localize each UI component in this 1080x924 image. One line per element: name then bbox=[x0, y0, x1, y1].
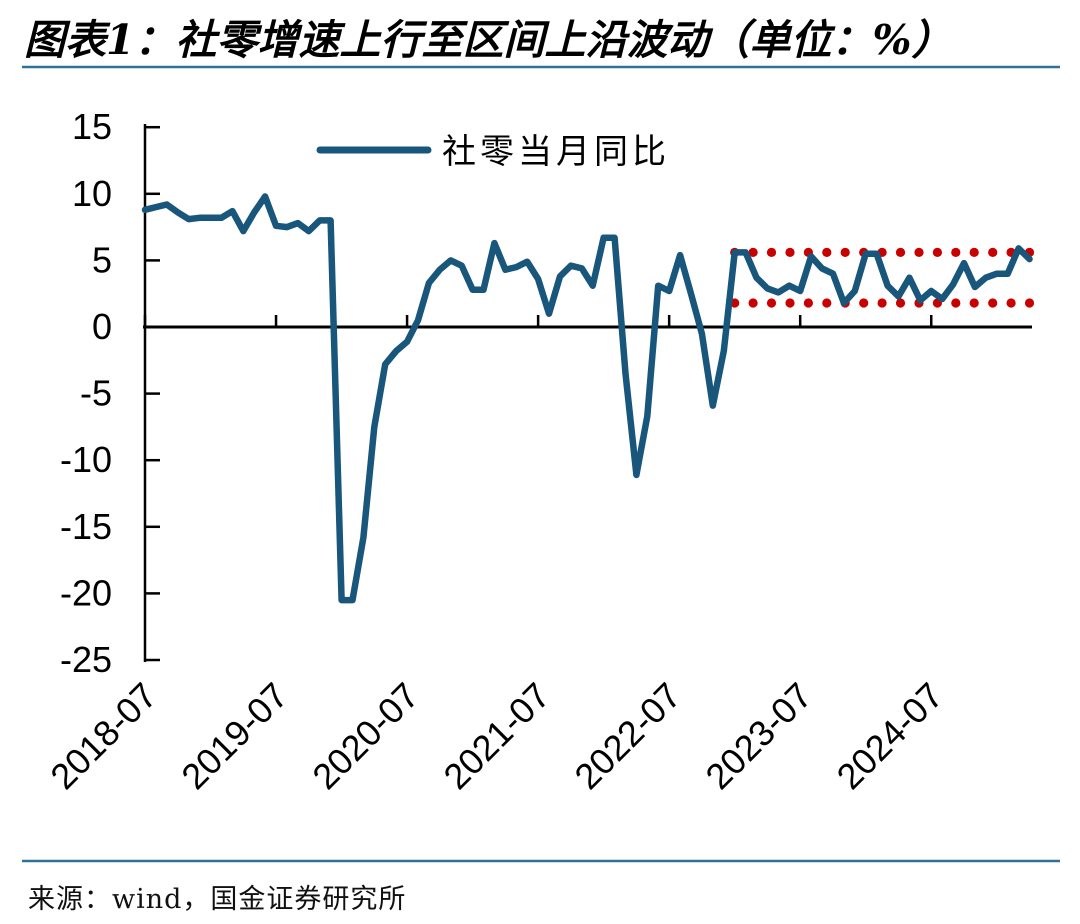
y-axis-label: 15 bbox=[72, 106, 112, 147]
band-lower-dot bbox=[748, 298, 758, 308]
band-lower-dot bbox=[969, 298, 979, 308]
source-note: 来源：wind，国金证券研究所 bbox=[28, 884, 406, 915]
band-lower-dot bbox=[766, 298, 777, 308]
band-upper-dot bbox=[914, 247, 924, 257]
legend: 社零当月同比 bbox=[316, 132, 670, 172]
band-upper-dotted-line bbox=[730, 247, 1035, 257]
band-lower-dot bbox=[785, 298, 795, 308]
figure-title: 图表1：社零增速上行至区间上沿波动（单位：%） bbox=[24, 16, 952, 64]
x-axis-label: 2022-07 bbox=[566, 675, 688, 797]
y-axis-label: -15 bbox=[60, 506, 112, 547]
band-upper-dot bbox=[951, 247, 961, 257]
series-line-retail-sales-yoy bbox=[141, 193, 1033, 604]
x-axis-label: 2024-07 bbox=[828, 675, 950, 797]
y-axis-label: 10 bbox=[72, 173, 112, 214]
y-axis-label: -20 bbox=[60, 572, 112, 613]
band-lower-dot bbox=[1006, 298, 1016, 308]
y-axis-label: 0 bbox=[92, 306, 112, 347]
band-upper-dot bbox=[988, 247, 998, 257]
band-upper-dot bbox=[840, 247, 850, 257]
band-lower-dot bbox=[895, 298, 906, 308]
band-upper-dot bbox=[766, 247, 777, 257]
band-upper-dot bbox=[895, 247, 906, 257]
x-axis-label: 2019-07 bbox=[173, 675, 295, 797]
band-lower-dot bbox=[803, 298, 814, 308]
x-axis-label: 2018-07 bbox=[42, 675, 164, 797]
band-lower-dot bbox=[988, 298, 998, 308]
band-lower-dot bbox=[822, 298, 832, 308]
band-upper-dot bbox=[748, 247, 758, 257]
y-axis-label: -5 bbox=[80, 373, 112, 414]
x-axis-labels: 2018-07 2019-07 2020-07 2021-07 2022-07 2023-… bbox=[42, 675, 951, 797]
legend-label: 社零当月同比 bbox=[442, 132, 670, 172]
band-lower-dot bbox=[859, 298, 869, 308]
band-lower-dot bbox=[877, 298, 887, 308]
x-axis-label: 2023-07 bbox=[697, 675, 819, 797]
band-upper-dot bbox=[932, 247, 943, 257]
y-axis-label: 5 bbox=[92, 239, 112, 280]
band-lower-dotted-line bbox=[730, 298, 1035, 308]
y-axis-labels: 15 10 5 0 -5 -10 -15 -20 -25 bbox=[60, 106, 112, 680]
band-lower-dot bbox=[951, 298, 961, 308]
x-axis-label: 2020-07 bbox=[304, 675, 426, 797]
band-lower-dot bbox=[1024, 298, 1035, 308]
band-upper-dot bbox=[785, 247, 795, 257]
band-upper-dot bbox=[969, 247, 979, 257]
x-axis-label: 2021-07 bbox=[435, 675, 557, 797]
band-upper-dot bbox=[822, 247, 832, 257]
y-axis-label: -25 bbox=[60, 639, 112, 680]
y-axis-label: -10 bbox=[60, 439, 112, 480]
x-axis-ticks bbox=[143, 315, 933, 327]
